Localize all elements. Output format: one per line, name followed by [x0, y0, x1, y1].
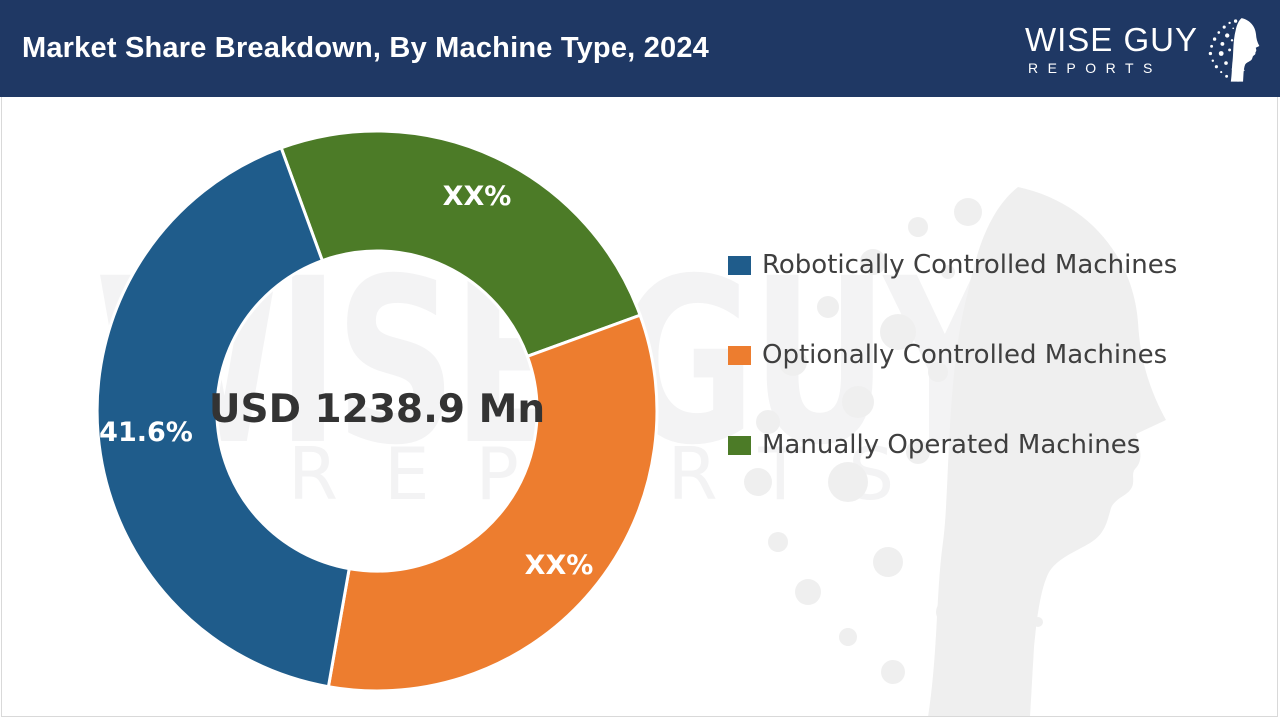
frame-border-left [1, 97, 2, 716]
frame-border-bottom [1, 716, 1278, 717]
slice-label-manually-operated: XX% [443, 181, 512, 212]
legend-item-optionally-controlled: Optionally Controlled Machines [728, 340, 1177, 370]
legend-label: Robotically Controlled Machines [762, 250, 1178, 280]
legend-item-manually-operated: Manually Operated Machines [728, 430, 1177, 460]
donut-segment-robotically-controlled [95, 145, 351, 689]
wiseguy-face-icon [1202, 12, 1262, 86]
legend-label: Optionally Controlled Machines [762, 340, 1168, 370]
legend: Robotically Controlled Machines Optional… [728, 250, 1177, 520]
logo-wordmark: WISE GUY [1024, 20, 1198, 58]
slice-label-robotically-controlled: 41.6% [99, 417, 193, 448]
donut-chart: XX% XX% 41.6% USD 1238.9 Mn [95, 129, 659, 693]
legend-item-robotically-controlled: Robotically Controlled Machines [728, 250, 1177, 280]
donut-segment-optionally-controlled [326, 313, 659, 693]
frame-border-right [1277, 97, 1278, 716]
page-title: Market Share Breakdown, By Machine Type,… [22, 32, 710, 64]
wiseguy-logo: WISE GUY REPORTS [1025, 12, 1262, 86]
slice-label-optionally-controlled: XX% [525, 550, 594, 581]
logo-reports-text: REPORTS [1027, 59, 1162, 76]
legend-swatch-robotically-controlled-icon [728, 255, 751, 275]
header-bar: Market Share Breakdown, By Machine Type,… [0, 0, 1280, 97]
legend-label: Manually Operated Machines [762, 430, 1141, 460]
legend-swatch-manually-operated-icon [728, 435, 751, 455]
center-value: USD 1238.9 Mn [209, 387, 545, 432]
donut-segment-manually-operated [279, 129, 643, 359]
legend-swatch-optionally-controlled-icon [728, 345, 751, 365]
